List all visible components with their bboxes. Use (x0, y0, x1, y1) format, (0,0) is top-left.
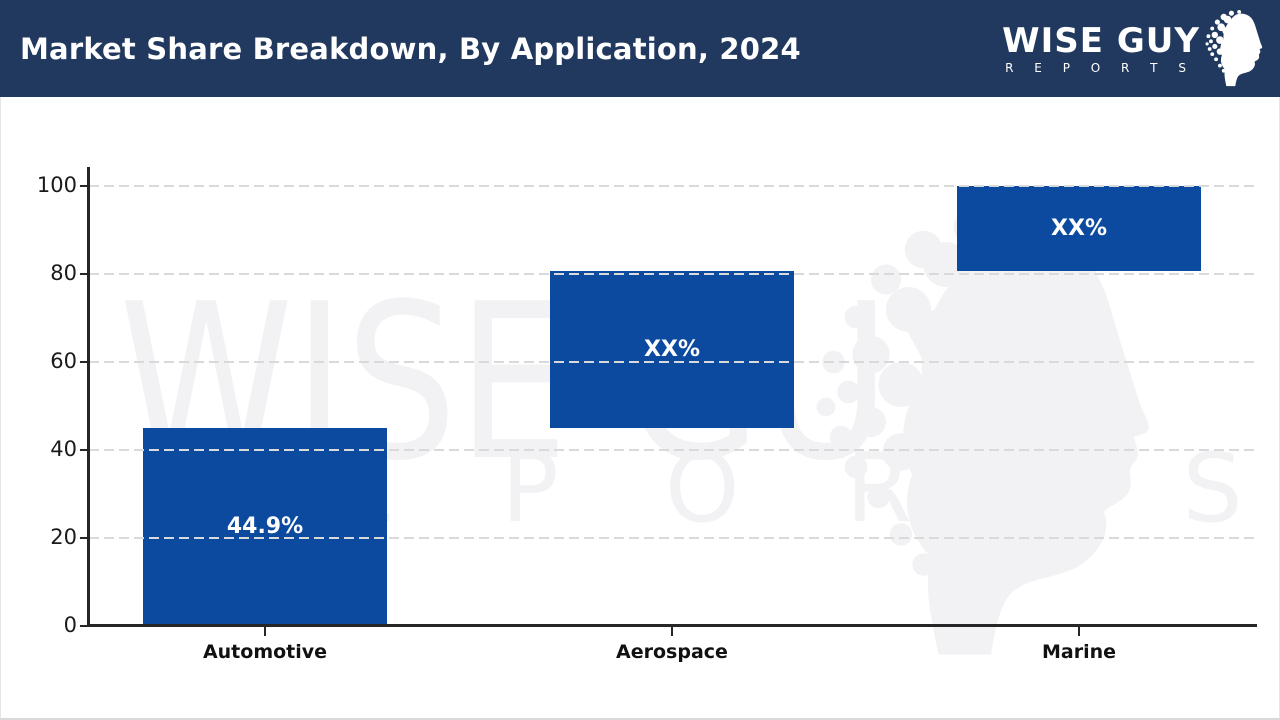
chart-title: Market Share Breakdown, By Application, … (20, 31, 801, 66)
bar-value-label: XX% (1051, 216, 1107, 242)
x-axis-tick (1078, 626, 1080, 636)
logo-subtext: R E P O R T S (1005, 60, 1195, 75)
y-axis-line (87, 167, 90, 627)
y-axis-tick (80, 272, 89, 275)
chart-area: WISE GUY R E P O R T S 0 20 40 60 80 100 44.9%… (0, 97, 1280, 718)
x-axis-line (87, 624, 1257, 627)
y-axis-tick (80, 448, 89, 451)
y-axis-tick (80, 624, 89, 627)
bar-value-label: XX% (644, 337, 700, 363)
bar-marine: XX% (957, 185, 1201, 272)
header-bar: Market Share Breakdown, By Application, … (0, 0, 1280, 97)
y-axis-tick-label: 100 (36, 172, 77, 197)
x-axis-category-label: Aerospace (616, 640, 728, 663)
bar-value-label: 44.9% (226, 514, 304, 540)
y-axis-tick (80, 536, 89, 539)
x-axis-tick (671, 626, 673, 636)
dotted-head-logo-icon (1202, 9, 1266, 89)
bar-aerospace: XX% (550, 271, 794, 429)
x-axis-tick (264, 626, 266, 636)
watermark-subtext: R E P O R T S (163, 434, 1280, 544)
watermark-head-icon (796, 212, 1171, 662)
y-axis-tick-label: 60 (50, 348, 77, 373)
gridline (89, 360, 1256, 363)
gridline (89, 448, 1256, 451)
wiseguy-logo: WISE GUY R E P O R T S (1002, 9, 1266, 89)
logo-wordmark: WISE GUY (1002, 20, 1200, 61)
x-axis-category-label: Marine (1041, 640, 1117, 663)
gridline (89, 184, 1256, 187)
logo-text: WISE GUY R E P O R T S (1002, 24, 1200, 74)
y-axis-tick (80, 184, 89, 187)
y-axis-tick (80, 360, 89, 363)
y-axis-tick-label: 20 (50, 524, 77, 549)
y-axis-tick-label: 40 (50, 436, 77, 461)
x-axis-category-label: Automotive (202, 640, 328, 663)
y-axis-tick-label: 0 (63, 612, 77, 637)
gridline (89, 536, 1256, 539)
gridline (89, 272, 1256, 275)
watermark-wordmark: WISE GUY (119, 257, 999, 508)
bar-automotive: 44.9% (143, 428, 387, 626)
y-axis-tick-label: 80 (50, 260, 77, 285)
